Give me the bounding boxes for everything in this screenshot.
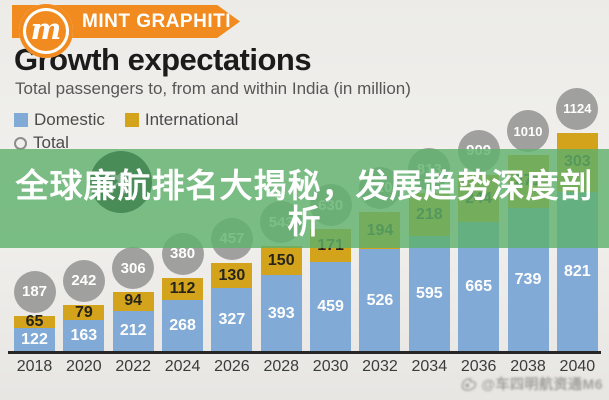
total-circle: 187 — [13, 270, 56, 313]
bar-segment-domestic: 595 — [408, 235, 450, 352]
year-label: 2038 — [510, 358, 546, 375]
bar-segment-domestic: 122 — [14, 328, 55, 352]
year-label: 2028 — [263, 358, 300, 375]
brand-name: MINT GRAPHITI — [82, 10, 231, 32]
total-circle: 1124 — [556, 87, 599, 130]
weibo-icon — [462, 377, 477, 391]
bar-segment-international: 79 — [63, 304, 105, 321]
legend-domestic-label: Domestic — [34, 110, 105, 129]
headline-line-1: 全球廉航排名大揭秘，发展趋势深度剖 — [15, 166, 594, 204]
year-label: 2030 — [312, 358, 349, 375]
year-label: 2036 — [460, 358, 497, 375]
mint-logo: m — [19, 4, 73, 58]
year-label: 2020 — [66, 358, 102, 375]
paper-plane-badge: ✈ — [90, 151, 152, 213]
bar-segment-domestic: 393 — [260, 275, 302, 352]
year-label: 2026 — [214, 358, 250, 375]
headline-line-2: 析 — [287, 202, 322, 240]
bar-segment-domestic: 327 — [211, 288, 253, 352]
domestic-swatch-icon — [14, 113, 28, 127]
legend-international-label: International — [144, 110, 239, 129]
watermark-text: @车四明航资通M6 — [481, 376, 603, 392]
total-circle: 306 — [112, 247, 155, 290]
bar-segment-domestic: 268 — [162, 299, 204, 352]
bar-segment-domestic: 526 — [359, 249, 401, 352]
chart-subtitle: Total passengers to, from and within Ind… — [15, 79, 411, 98]
bar-segment-international: 150 — [260, 246, 302, 276]
year-label: 2024 — [164, 358, 201, 375]
legend-total-label: Total — [33, 133, 69, 152]
bar-segment-domestic: 163 — [63, 320, 105, 352]
x-axis-line — [8, 351, 601, 354]
bar-segment-domestic: 212 — [112, 310, 154, 352]
bar-segment-international: 130 — [211, 262, 253, 289]
international-swatch-icon — [124, 113, 139, 127]
bar-segment-international: 94 — [112, 292, 154, 311]
legend-row-1: Domestic International — [14, 110, 238, 130]
mint-logo-letter: m — [30, 11, 62, 46]
headline-overlay: ✈ 全球廉航排名大揭秘，发展趋势深度剖 析 — [0, 149, 609, 248]
total-circle: 242 — [62, 259, 105, 302]
bar-segment-international: 112 — [162, 277, 204, 300]
bar-segment-domestic: 459 — [310, 262, 352, 352]
total-swatch-icon — [14, 136, 27, 150]
bar-segment-international: 65 — [14, 313, 55, 330]
year-label: 2032 — [362, 358, 398, 375]
total-circle: 1010 — [507, 110, 549, 153]
year-label: 2034 — [411, 358, 448, 375]
year-label: 2022 — [115, 358, 151, 375]
year-label: 2040 — [559, 358, 596, 375]
weibo-watermark: @车四明航资通M6 — [460, 374, 603, 394]
year-label: 2018 — [16, 358, 53, 375]
legend-row-2: Total — [14, 133, 69, 153]
